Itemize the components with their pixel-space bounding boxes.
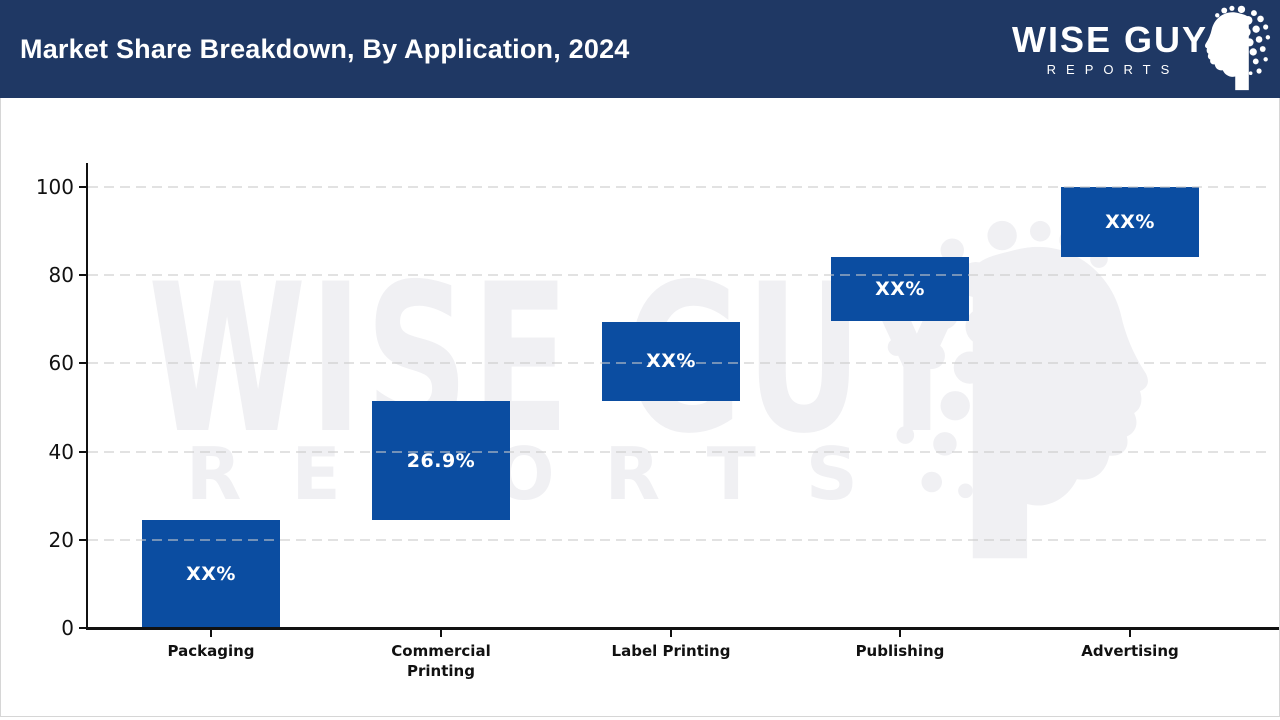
logo-subtext: REPORTS <box>1046 61 1180 77</box>
page-title: Market Share Breakdown, By Application, … <box>20 33 630 64</box>
gridline-20 <box>88 538 1272 541</box>
bar-value-label: 26.9% <box>406 449 476 472</box>
bar-label-printing <box>602 321 740 402</box>
logo-wordmark: WISE GUY <box>1011 18 1208 60</box>
gridline-100 <box>88 186 1272 188</box>
y-tick <box>79 362 86 365</box>
x-tick <box>210 630 212 637</box>
y-tick-label: 80 <box>48 263 74 288</box>
x-tick <box>440 630 442 637</box>
category-label-packaging: Packaging <box>167 642 255 660</box>
y-tick <box>79 186 86 188</box>
x-tick <box>670 630 672 637</box>
y-tick-label: 60 <box>48 351 74 376</box>
category-label-advertising: Advertising <box>1081 642 1179 660</box>
header-bar: Market Share Breakdown, By Application, … <box>0 0 1280 98</box>
bar-commercial-printing <box>372 401 510 520</box>
bar-value-label: XX% <box>186 562 236 585</box>
category-label-label-printing: Label Printing <box>611 642 731 660</box>
category-label-publishing: Publishing <box>855 642 945 660</box>
y-tick <box>79 450 86 453</box>
wiseguy-logo: WISE GUY REPORTS <box>1012 0 1280 98</box>
y-tick-label: 100 <box>35 175 74 199</box>
y-tick-label: 0 <box>61 616 74 640</box>
gridline-60 <box>88 362 1272 365</box>
x-tick <box>1129 630 1131 637</box>
y-tick <box>79 627 86 629</box>
gridline-40 <box>88 450 1272 453</box>
wiseguy-logo-text: WISE GUY REPORTS <box>1011 18 1208 77</box>
y-tick <box>79 538 86 541</box>
category-label-commercial-printing: Commercial Printing <box>391 642 491 681</box>
bar-value-label: XX% <box>646 350 696 373</box>
y-axis <box>86 163 88 630</box>
y-tick <box>79 274 86 277</box>
bar-value-label: XX% <box>1105 211 1155 234</box>
bar-value-label: XX% <box>875 278 925 301</box>
gridline-80 <box>88 274 1272 277</box>
bar-packaging <box>142 519 280 628</box>
y-tick-label: 20 <box>48 527 74 552</box>
y-tick-label: 40 <box>48 439 74 464</box>
x-tick <box>899 630 901 637</box>
x-axis <box>86 627 1280 630</box>
frame-bottom-border <box>0 716 1280 717</box>
frame-left-border <box>0 98 1 717</box>
